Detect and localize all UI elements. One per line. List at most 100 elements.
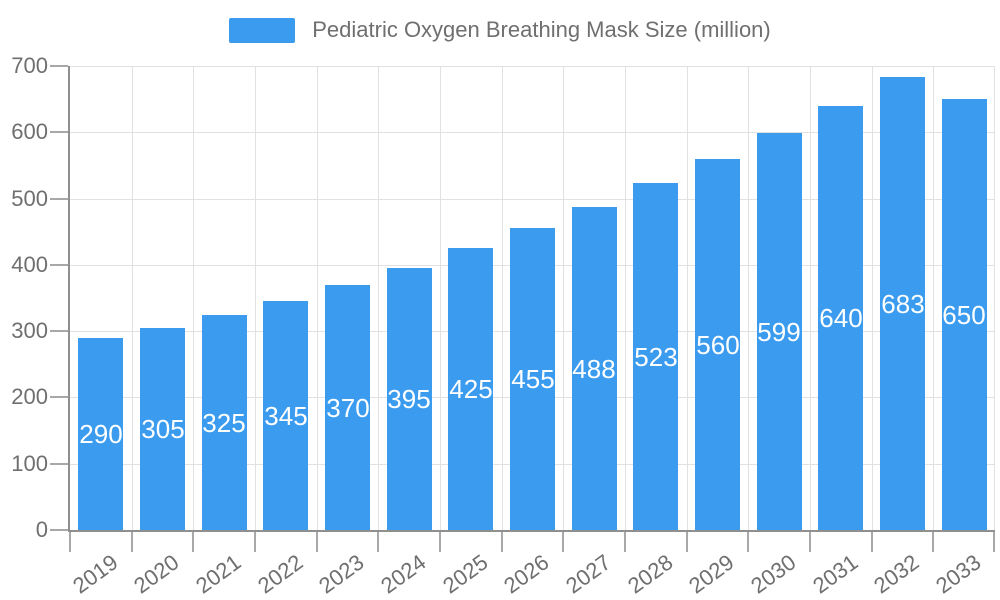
x-axis-label: 2027 xyxy=(561,549,616,599)
gridline-vertical xyxy=(563,66,564,530)
bar-2021[interactable] xyxy=(202,315,247,530)
x-axis-label: 2023 xyxy=(314,549,369,599)
x-tick xyxy=(871,532,873,552)
x-tick xyxy=(439,532,441,552)
x-tick xyxy=(316,532,318,552)
y-axis-label: 300 xyxy=(11,318,48,344)
x-axis-label: 2031 xyxy=(808,549,863,599)
bar-2030[interactable] xyxy=(757,133,802,530)
bar-2026[interactable] xyxy=(510,228,555,530)
y-axis-label: 0 xyxy=(35,517,48,542)
x-axis-label: 2030 xyxy=(746,549,801,599)
x-tick xyxy=(809,532,811,552)
y-tick xyxy=(50,263,68,266)
gridline-vertical xyxy=(872,66,873,530)
gridline-vertical xyxy=(440,66,441,530)
y-tick xyxy=(50,529,68,531)
x-axis-label: 2020 xyxy=(129,549,184,599)
y-axis-labels: 0 100 200 300 400 500 600 700 xyxy=(0,55,48,541)
bar-2022[interactable] xyxy=(263,301,308,530)
x-tick xyxy=(932,532,934,552)
x-tick xyxy=(377,532,379,552)
gridline-vertical xyxy=(994,66,995,530)
bar-2032[interactable] xyxy=(880,77,925,530)
gridline-vertical xyxy=(687,66,688,530)
x-tick xyxy=(69,532,71,552)
y-axis-label: 100 xyxy=(11,450,48,476)
bar-value-label: 325 xyxy=(202,408,246,438)
gridline-vertical xyxy=(193,66,194,530)
x-axis-label: 2033 xyxy=(931,549,986,599)
bar-2020[interactable] xyxy=(140,328,185,530)
bar-value-label: 488 xyxy=(572,354,616,384)
bar-value-label: 599 xyxy=(757,317,801,347)
x-tick xyxy=(747,532,749,552)
x-tick xyxy=(686,532,688,552)
legend-item[interactable]: Pediatric Oxygen Breathing Mask Size (mi… xyxy=(229,17,771,43)
gridline-vertical xyxy=(933,66,934,530)
x-tick xyxy=(562,532,564,552)
y-axis-label: 700 xyxy=(11,53,48,78)
gridline-vertical xyxy=(317,66,318,530)
x-axis-label: 2019 xyxy=(68,549,123,599)
x-axis-label: 2022 xyxy=(253,549,308,599)
y-axis-label: 500 xyxy=(11,185,48,211)
bar-value-label: 523 xyxy=(634,342,678,372)
gridline-vertical xyxy=(625,66,626,530)
legend-label: Pediatric Oxygen Breathing Mask Size (mi… xyxy=(312,17,771,42)
x-tick xyxy=(624,532,626,552)
y-tick xyxy=(50,330,68,333)
bar-2033[interactable] xyxy=(942,99,987,530)
x-tick xyxy=(192,532,194,552)
gridline-vertical xyxy=(810,66,811,530)
y-axis-label: 200 xyxy=(11,384,48,410)
gridline-horizontal xyxy=(70,66,995,67)
y-axis-label: 600 xyxy=(11,119,48,145)
bar-2028[interactable] xyxy=(633,183,678,530)
x-axis-label: 2024 xyxy=(376,549,431,599)
bar-2023[interactable] xyxy=(325,285,370,530)
y-axis-label: 400 xyxy=(11,251,48,277)
gridline-vertical xyxy=(132,66,133,530)
gridline-vertical xyxy=(748,66,749,530)
x-axis-label: 2032 xyxy=(869,549,924,599)
y-tick xyxy=(50,65,68,67)
x-tick xyxy=(993,532,995,552)
x-axis-label: 2028 xyxy=(623,549,678,599)
x-axis-label: 2021 xyxy=(191,549,246,599)
x-tick xyxy=(131,532,133,552)
y-tick xyxy=(50,462,68,465)
bar-value-label: 455 xyxy=(511,364,555,394)
x-axis-ticks xyxy=(69,532,995,552)
gridline-horizontal xyxy=(70,132,995,134)
x-axis-label: 2025 xyxy=(438,549,493,599)
bar-value-label: 425 xyxy=(449,374,493,404)
bar-2025[interactable] xyxy=(448,248,493,530)
x-axis-labels: 2019 2020 2021 2022 2023 2024 2025 2026 2027 2028… xyxy=(68,549,995,600)
bar-value-label: 683 xyxy=(881,289,925,319)
bar-value-label: 650 xyxy=(942,300,986,330)
bar-2031[interactable] xyxy=(818,106,863,530)
y-axis-ticks xyxy=(50,65,68,532)
bar-value-label: 370 xyxy=(326,393,370,423)
gridline-vertical xyxy=(378,66,379,530)
bar-2027[interactable] xyxy=(572,207,617,530)
bar-2019[interactable] xyxy=(78,338,123,530)
legend: Pediatric Oxygen Breathing Mask Size (mi… xyxy=(0,17,1000,43)
bar-2029[interactable] xyxy=(695,159,740,530)
x-tick xyxy=(501,532,503,552)
x-axis-line xyxy=(68,530,995,532)
bar-value-label: 640 xyxy=(819,303,863,333)
bar-2024[interactable] xyxy=(387,268,432,530)
bar-value-label: 305 xyxy=(141,414,185,444)
y-axis-line xyxy=(68,66,70,532)
bar-value-label: 345 xyxy=(264,401,308,431)
bar-value-label: 290 xyxy=(79,419,123,449)
x-axis-label: 2026 xyxy=(499,549,554,599)
gridline-vertical xyxy=(255,66,256,530)
bar-value-label: 395 xyxy=(387,384,431,414)
x-tick xyxy=(254,532,256,552)
y-tick xyxy=(50,396,68,399)
gridline-horizontal xyxy=(70,198,995,200)
